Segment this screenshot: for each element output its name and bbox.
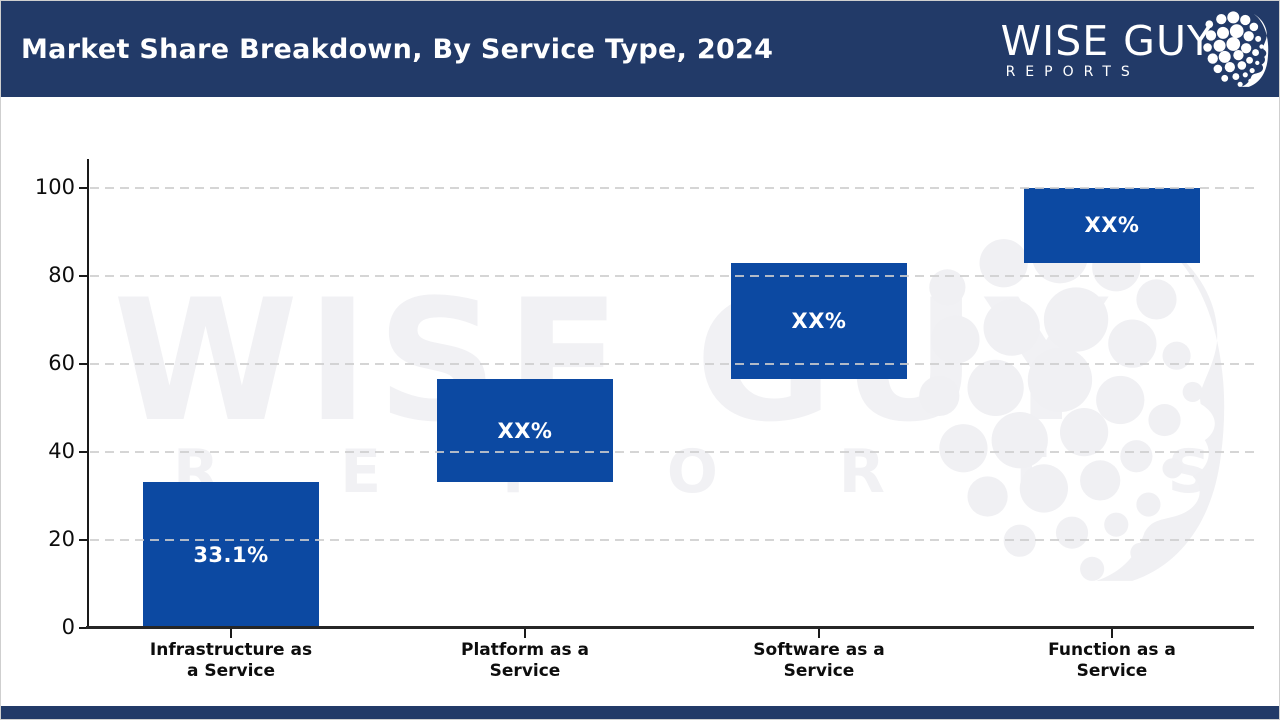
y-axis-line [87,159,89,629]
gridline [90,363,1254,365]
category-label: Function as a Service [952,640,1272,682]
gridline [90,539,1254,541]
x-tick-mark [818,629,820,638]
y-tick-mark [79,187,88,189]
gridline [90,187,1254,189]
category-label-line: a Service [186,661,276,681]
x-tick-mark [1111,629,1113,638]
x-tick-mark [524,629,526,638]
category-label-line: Function as a [1048,640,1176,660]
page-title: Market Share Breakdown, By Service Type,… [21,33,774,65]
y-tick-label: 100 [34,175,75,199]
bar-4: XX% [1024,188,1200,263]
y-tick-mark [79,363,88,365]
y-tick-label: 40 [48,439,75,463]
gridline [90,275,1254,277]
y-tick-label: 20 [48,527,75,551]
category-label-line: Platform as a [461,640,589,660]
dotted-head-watermark-icon [919,227,1225,581]
gridline [90,451,1254,453]
bar-2: XX% [437,379,613,483]
y-tick-label: 80 [48,263,75,287]
category-label-line: Service [1076,661,1148,681]
x-axis-line [86,626,1254,629]
bar-3: XX% [731,262,907,380]
y-tick-mark [79,627,88,629]
category-label-line: Infrastructure as [149,640,313,660]
bar-value-label: XX% [791,309,847,334]
header: Market Share Breakdown, By Service Type,… [1,1,1279,97]
bar-value-label: XX% [497,418,553,443]
y-tick-label: 0 [61,615,75,639]
bar-value-label: 33.1% [193,543,269,568]
dotted-head-logo-icon [1203,11,1269,87]
category-label-line: Service [783,661,855,681]
category-label: Infrastructure as a Service [71,640,391,682]
category-label-line: Software as a [753,640,885,660]
y-tick-mark [79,451,88,453]
logo-wordmark: WISE GUY [1000,16,1213,65]
category-label: Software as a Service [659,640,979,682]
y-tick-label: 60 [48,351,75,375]
y-tick-mark [79,539,88,541]
logo-text: WISE GUY REPORTS [1000,16,1213,81]
y-tick-mark [79,275,88,277]
category-label: Platform as a Service [365,640,685,682]
footer-bar [1,706,1279,719]
x-tick-mark [230,629,232,638]
wise-guy-reports-logo: WISE GUY REPORTS [1001,9,1271,91]
category-label-line: Service [489,661,561,681]
logo-subtitle: REPORTS [1005,64,1140,81]
bar-1: 33.1% [143,482,319,628]
bar-value-label: XX% [1084,213,1140,238]
